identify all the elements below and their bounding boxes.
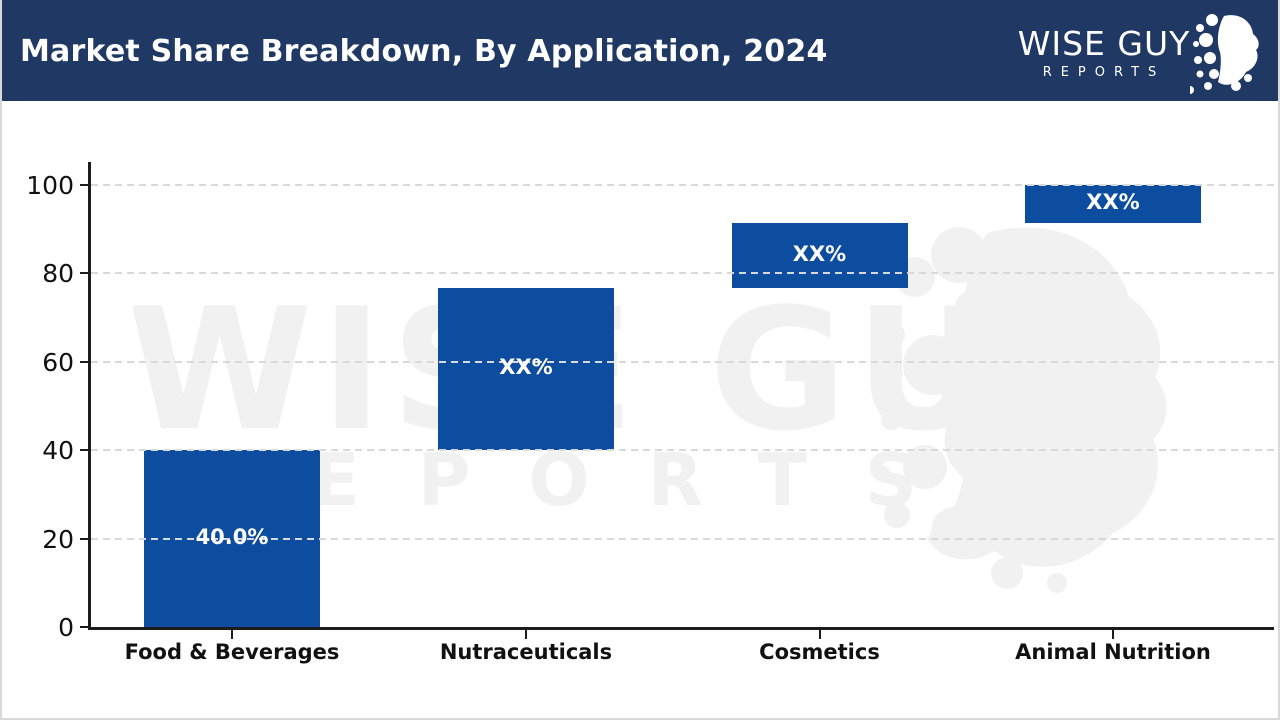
y-tick-60 xyxy=(80,360,88,363)
gridline-20 xyxy=(91,537,1274,540)
y-tick-20 xyxy=(80,537,88,540)
y-tick-100 xyxy=(80,183,88,186)
bar-cosmetics xyxy=(731,222,908,289)
brand-face-icon xyxy=(1190,14,1259,94)
bar-value-label-1: XX% xyxy=(499,355,553,380)
gridline-80 xyxy=(91,272,1274,274)
x-tick-2 xyxy=(818,630,821,639)
bar-value-label-0: 40.0% xyxy=(195,524,269,549)
x-category-label-0: Food & Beverages xyxy=(124,640,340,664)
bar-value-label-3: XX% xyxy=(1086,189,1140,214)
gridline-100 xyxy=(91,183,1274,186)
bar-nutraceuticals xyxy=(438,288,614,450)
y-tick-40 xyxy=(80,449,88,451)
y-tick-label-20: 20 xyxy=(42,524,74,554)
y-tick-label-0: 0 xyxy=(58,613,74,642)
y-tick-label-60: 60 xyxy=(42,347,74,377)
bar-value-label-2: XX% xyxy=(792,241,847,266)
brand-subname: REPORTS xyxy=(1042,65,1166,80)
brand-name: WISE GUY xyxy=(1017,24,1191,63)
chart-title: Market Share Breakdown, By Application, … xyxy=(20,34,828,69)
x-category-label-2: Cosmetics xyxy=(759,640,880,664)
x-category-label-1: Nutraceuticals xyxy=(439,640,613,664)
gridline-40 xyxy=(91,449,1274,451)
y-tick-label-100: 100 xyxy=(26,170,74,200)
x-axis-line xyxy=(88,627,1274,630)
y-axis-spine xyxy=(88,162,91,630)
y-tick-0 xyxy=(80,626,88,628)
brand-logo-text: WISE GUY REPORTS xyxy=(1014,24,1194,80)
x-tick-0 xyxy=(231,630,233,639)
y-tick-label-40: 40 xyxy=(42,436,74,465)
bar-animal-nutrition xyxy=(1025,184,1201,223)
x-tick-1 xyxy=(525,630,527,639)
x-tick-3 xyxy=(1112,630,1114,639)
x-category-label-3: Animal Nutrition xyxy=(1015,640,1211,664)
gridline-60 xyxy=(91,360,1274,363)
header-bar: Market Share Breakdown, By Application, … xyxy=(2,0,1278,101)
y-tick-80 xyxy=(80,272,88,274)
brand-logo: WISE GUY REPORTS xyxy=(1014,10,1264,94)
watermark-face-graphic xyxy=(876,227,1167,593)
y-tick-label-80: 80 xyxy=(42,259,74,288)
